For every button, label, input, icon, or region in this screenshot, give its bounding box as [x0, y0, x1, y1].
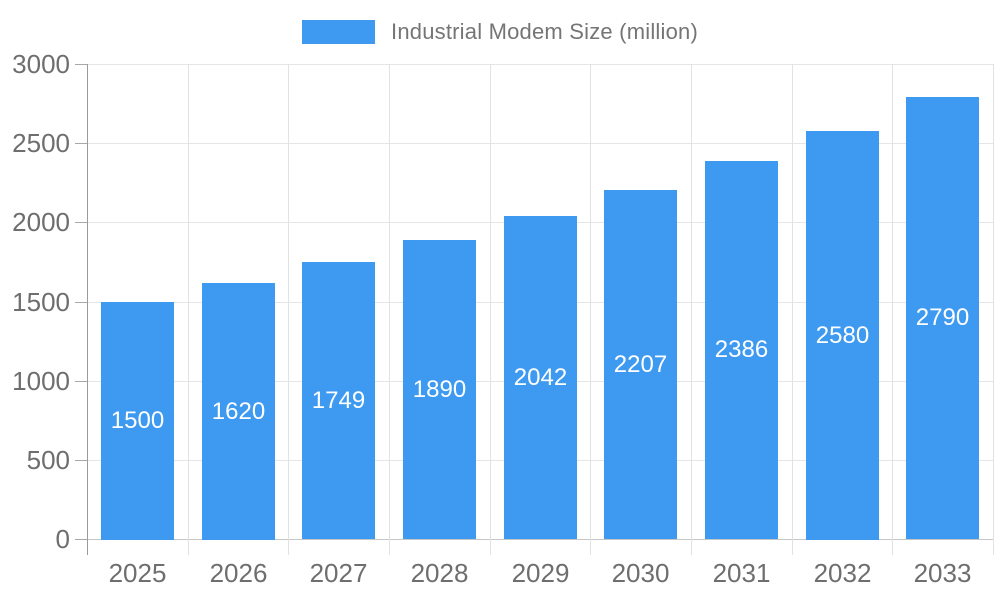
v-gridline [993, 64, 994, 555]
h-gridline [87, 539, 993, 540]
bar: 2042 [504, 216, 577, 539]
y-tick-label: 0 [55, 524, 70, 554]
legend-swatch [302, 20, 376, 44]
bar-value-label: 1620 [211, 397, 266, 425]
bar-value-label: 1890 [412, 375, 467, 403]
x-tick-label: 2032 [813, 558, 872, 588]
y-tick-label: 1500 [12, 287, 70, 317]
y-tick-label: 2000 [12, 207, 70, 237]
x-tick-label: 2033 [913, 558, 972, 588]
y-tick-mark [75, 381, 87, 382]
h-gridline [87, 64, 993, 65]
y-tick-mark [75, 143, 87, 144]
bar-value-label: 1500 [110, 407, 165, 434]
y-tick-mark [75, 222, 87, 223]
bar-value-label: 2790 [915, 304, 970, 331]
y-tick-label: 2500 [12, 128, 70, 158]
y-tick-mark [75, 64, 87, 65]
x-tick-label: 2031 [712, 558, 771, 588]
v-gridline [590, 64, 591, 555]
v-gridline [389, 64, 390, 555]
v-gridline [892, 64, 893, 555]
x-tick-label: 2030 [611, 558, 670, 588]
bar-value-label: 2042 [513, 363, 568, 391]
x-tick-label: 2025 [108, 558, 167, 588]
bar-value-label: 2386 [714, 336, 769, 363]
bar: 2580 [806, 131, 879, 540]
bar-value-label: 2580 [815, 321, 870, 349]
y-axis-line [87, 64, 88, 555]
v-gridline [188, 64, 189, 555]
bar: 2207 [604, 190, 677, 539]
x-tick-label: 2028 [410, 558, 469, 588]
x-tick-label: 2026 [209, 558, 268, 588]
y-tick-mark [75, 460, 87, 461]
legend-label: Industrial Modem Size (million) [391, 19, 698, 44]
v-gridline [691, 64, 692, 555]
bar-value-label: 2207 [613, 350, 668, 378]
x-tick-label: 2027 [309, 558, 368, 588]
bar: 2790 [906, 97, 979, 539]
y-tick-label: 500 [26, 445, 70, 475]
bar: 1749 [302, 262, 375, 539]
v-gridline [490, 64, 491, 555]
bar: 1890 [403, 240, 476, 539]
y-tick-label: 3000 [12, 49, 70, 79]
v-gridline [792, 64, 793, 555]
h-gridline [87, 143, 993, 144]
y-tick-mark [75, 302, 87, 303]
bar: 2386 [705, 161, 778, 539]
x-tick-label: 2029 [511, 558, 570, 588]
bar: 1500 [101, 302, 174, 540]
chart-legend: Industrial Modem Size (million) [0, 19, 1000, 45]
y-tick-mark [75, 539, 87, 540]
v-gridline [288, 64, 289, 555]
bar-value-label: 1749 [311, 386, 366, 414]
bar: 1620 [202, 283, 275, 540]
y-tick-label: 1000 [12, 366, 70, 396]
